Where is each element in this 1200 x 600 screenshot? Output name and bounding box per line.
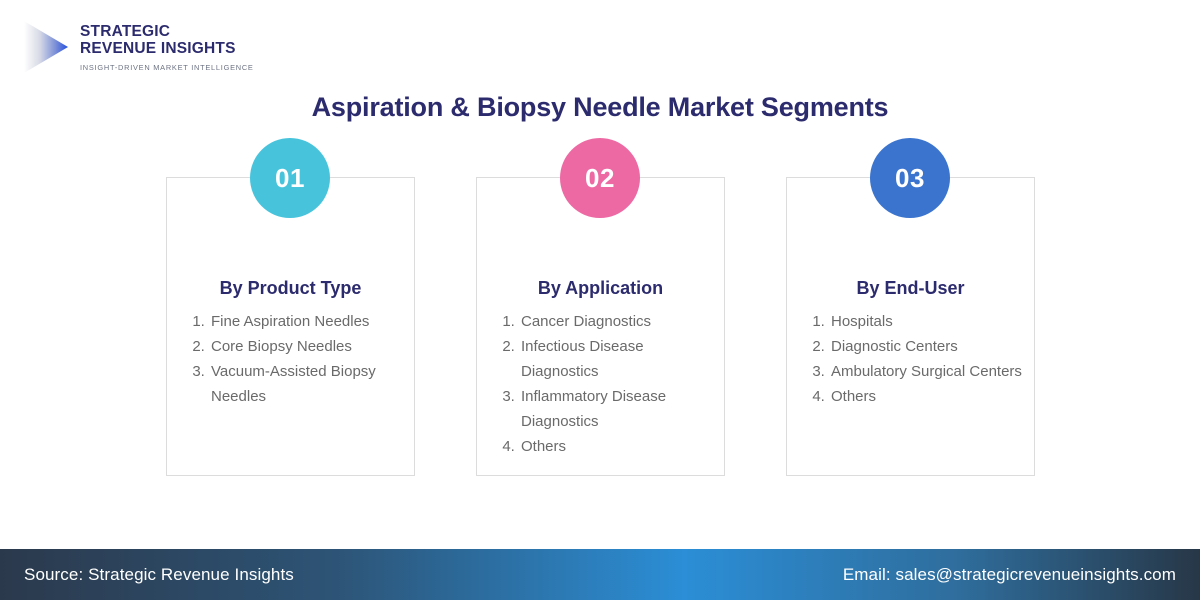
footer-bar: Source: Strategic Revenue Insights Email… <box>0 549 1200 600</box>
list-item: Diagnostic Centers <box>829 334 1022 359</box>
segment-list: Cancer Diagnostics Infectious Disease Di… <box>497 309 712 459</box>
list-item: Core Biopsy Needles <box>209 334 402 359</box>
segment-number-badge-03: 03 <box>870 138 950 218</box>
page-title: Aspiration & Biopsy Needle Market Segmen… <box>311 92 889 122</box>
list-item: Infectious Disease Diagnostics <box>519 334 712 384</box>
segment-card-product-type: By Product Type Fine Aspiration Needles … <box>166 177 415 476</box>
list-item: Others <box>829 384 1022 409</box>
footer-source: Source: Strategic Revenue Insights <box>24 564 294 584</box>
segment-number-badge-01: 01 <box>250 138 330 218</box>
brand-wordmark: STRATEGIC REVENUE INSIGHTS INSIGHT-DRIVE… <box>80 21 254 73</box>
segment-card-end-user: By End-User Hospitals Diagnostic Centers… <box>786 177 1035 476</box>
segment-list: Fine Aspiration Needles Core Biopsy Need… <box>187 309 402 409</box>
segment-list: Hospitals Diagnostic Centers Ambulatory … <box>807 309 1022 409</box>
list-item: Cancer Diagnostics <box>519 309 712 334</box>
chevron-arrow-icon <box>24 21 68 73</box>
brand-tagline: INSIGHT-DRIVEN MARKET INTELLIGENCE <box>80 63 254 72</box>
segment-heading: By Product Type <box>219 278 362 298</box>
brand-logo: STRATEGIC REVENUE INSIGHTS INSIGHT-DRIVE… <box>22 18 254 76</box>
list-item: Inflammatory Disease Diagnostics <box>519 384 712 434</box>
list-item: Vacuum-Assisted Biopsy Needles <box>209 359 402 409</box>
brand-name-line2: REVENUE INSIGHTS <box>80 40 236 57</box>
footer-email[interactable]: Email: sales@strategicrevenueinsights.co… <box>842 564 1176 584</box>
list-item: Others <box>519 434 712 459</box>
segment-heading: By End-User <box>856 278 965 298</box>
brand-name-line1: STRATEGIC <box>80 23 171 40</box>
segment-heading: By Application <box>537 278 664 298</box>
segment-card-application: By Application Cancer Diagnostics Infect… <box>476 177 725 476</box>
segment-cards: By Product Type Fine Aspiration Needles … <box>166 138 1035 478</box>
list-item: Hospitals <box>829 309 1022 334</box>
list-item: Fine Aspiration Needles <box>209 309 402 334</box>
list-item: Ambulatory Surgical Centers <box>829 359 1022 384</box>
segment-number-badge-02: 02 <box>560 138 640 218</box>
